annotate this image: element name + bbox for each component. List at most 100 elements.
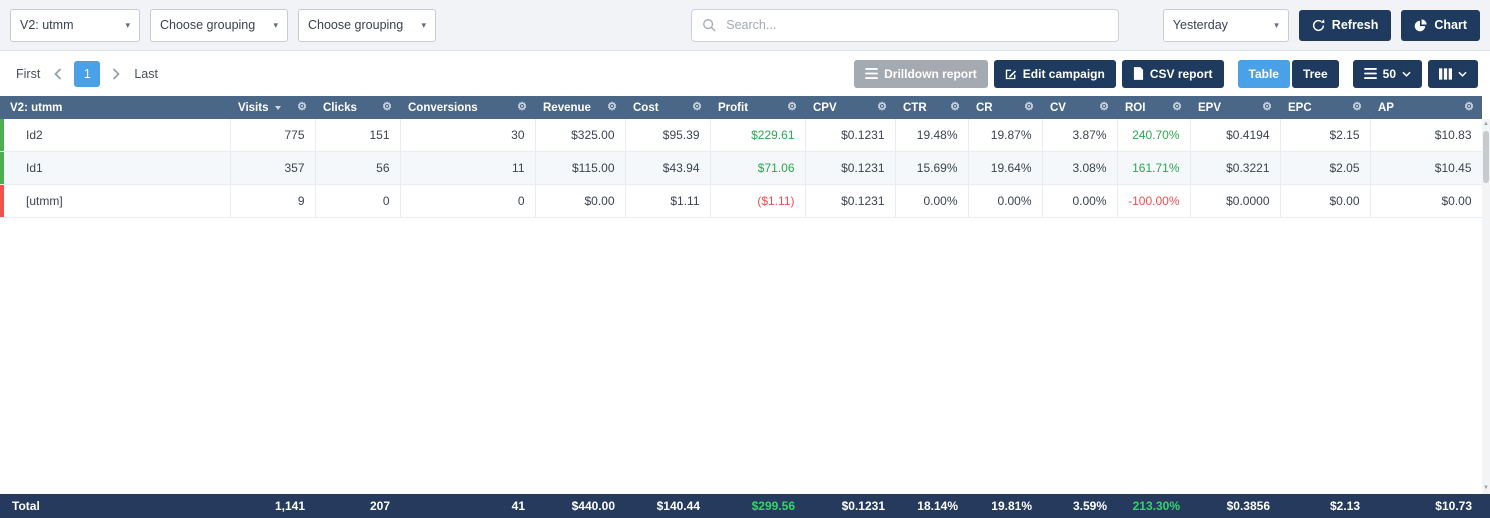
scroll-up-icon[interactable]: ▲ — [1483, 121, 1489, 127]
total-roi: 213.30% — [1132, 499, 1180, 513]
cell-clicks: 56 — [315, 151, 401, 185]
pagination-page-1[interactable]: 1 — [74, 60, 101, 87]
campaign-select[interactable]: V2: utmm ▾ — [10, 8, 140, 42]
cell-visits: 357 — [230, 151, 316, 185]
cell-clicks: 151 — [315, 119, 401, 152]
sort-desc-icon — [275, 105, 282, 110]
pagination-first[interactable]: First — [16, 66, 41, 81]
table-header-row: V2: utmm Visits ⚙ Clicks ⚙ Conversions ⚙ Re… — [0, 96, 1482, 119]
gear-icon[interactable]: ⚙ — [877, 101, 887, 113]
column-header-profit[interactable]: Profit ⚙ — [710, 96, 805, 119]
search-icon — [703, 19, 716, 32]
cell-name[interactable]: Id1 — [0, 151, 231, 185]
column-header-roi[interactable]: ROI ⚙ — [1117, 96, 1190, 119]
report-table-area: V2: utmm Visits ⚙ Clicks ⚙ Conversions ⚙ Re… — [0, 96, 1490, 494]
gear-icon[interactable]: ⚙ — [692, 101, 702, 113]
gear-icon[interactable]: ⚙ — [1352, 101, 1362, 113]
column-header-cr[interactable]: CR ⚙ — [968, 96, 1042, 119]
chevron-down-icon — [1458, 71, 1467, 77]
chevron-down-icon — [1402, 71, 1411, 77]
column-header-epc[interactable]: EPC ⚙ — [1280, 96, 1370, 119]
table-row[interactable]: Id1 357 56 11 $115.00 $43.94 $71.06 $0.1… — [0, 151, 1483, 185]
status-indicator — [0, 152, 4, 184]
total-table: Total 1,141 207 41 $440.00 $140.44 $299.… — [0, 494, 1482, 518]
date-range-select[interactable]: Yesterday ▾ — [1162, 8, 1289, 42]
column-header-cpv[interactable]: CPV ⚙ — [805, 96, 895, 119]
total-cv: 3.59% — [1072, 499, 1107, 513]
vertical-scrollbar[interactable]: ▲ ▼ — [1482, 119, 1490, 494]
cell-cv: 3.08% — [1042, 151, 1118, 185]
campaign-select-value: V2: utmm — [20, 18, 74, 32]
column-header-epv[interactable]: EPV ⚙ — [1190, 96, 1280, 119]
column-header-revenue[interactable]: Revenue ⚙ — [535, 96, 625, 119]
cell-revenue: $115.00 — [535, 151, 626, 185]
scrollbar-thumb[interactable] — [1483, 131, 1489, 183]
pagination-prev[interactable] — [50, 67, 66, 80]
column-header-clicks[interactable]: Clicks ⚙ — [315, 96, 400, 119]
tree-view-button[interactable]: Tree — [1291, 59, 1339, 88]
grouping-select-1-value: Choose grouping — [160, 18, 256, 32]
cell-cost: $95.39 — [625, 119, 711, 152]
refresh-button-label: Refresh — [1331, 18, 1379, 32]
cell-cpv: $0.1231 — [805, 151, 896, 185]
column-header-conversions[interactable]: Conversions ⚙ — [400, 96, 535, 119]
cell-cr: 19.64% — [968, 151, 1043, 185]
gear-icon[interactable]: ⚙ — [382, 101, 392, 113]
column-header-cv[interactable]: CV ⚙ — [1042, 96, 1117, 119]
table-row[interactable]: [utmm] 9 0 0 $0.00 $1.11 ($1.11) $0.1231… — [0, 184, 1483, 218]
grouping-select-1[interactable]: Choose grouping ▾ — [150, 8, 288, 42]
grouping-select-2[interactable]: Choose grouping ▾ — [298, 8, 436, 42]
hamburger-icon — [1363, 68, 1377, 79]
gear-icon[interactable]: ⚙ — [1172, 101, 1182, 113]
gear-icon[interactable]: ⚙ — [1464, 101, 1474, 113]
csv-report-button[interactable]: CSV report — [1121, 59, 1224, 88]
cell-profit: $229.61 — [710, 119, 806, 152]
total-conversions: 41 — [511, 499, 525, 513]
refresh-button[interactable]: Refresh — [1298, 9, 1392, 41]
pie-chart-icon — [1414, 18, 1428, 31]
total-profit: $299.56 — [751, 499, 795, 513]
search-box — [691, 8, 1120, 42]
cell-cv: 3.87% — [1042, 119, 1118, 152]
edit-campaign-button[interactable]: Edit campaign — [993, 59, 1116, 88]
pagination-next[interactable] — [108, 67, 124, 80]
column-header-name[interactable]: V2: utmm — [0, 96, 230, 119]
row-name-label: Id1 — [26, 161, 43, 175]
table-row[interactable]: Id2 775 151 30 $325.00 $95.39 $229.61 $0… — [0, 119, 1483, 152]
column-header-ap[interactable]: AP ⚙ — [1370, 96, 1482, 119]
total-row: Total 1,141 207 41 $440.00 $140.44 $299.… — [0, 494, 1482, 518]
column-header-visits[interactable]: Visits ⚙ — [230, 96, 315, 119]
edit-icon — [1005, 69, 1016, 79]
gear-icon[interactable]: ⚙ — [1262, 101, 1272, 113]
rows-per-page-button[interactable]: 50 — [1352, 59, 1422, 88]
cell-name[interactable]: [utmm] — [0, 184, 231, 218]
cell-epv: $0.4194 — [1190, 119, 1281, 152]
gear-icon[interactable]: ⚙ — [950, 101, 960, 113]
search-input[interactable] — [724, 17, 1109, 33]
date-range-value: Yesterday — [1172, 18, 1228, 32]
caret-down-icon: ▾ — [125, 19, 130, 30]
cell-name[interactable]: Id2 — [0, 119, 231, 152]
scroll-down-icon[interactable]: ▼ — [1483, 485, 1489, 491]
gear-icon[interactable]: ⚙ — [1099, 101, 1109, 113]
pagination-last[interactable]: Last — [134, 66, 158, 81]
gear-icon[interactable]: ⚙ — [517, 101, 527, 113]
table-view-button[interactable]: Table — [1237, 59, 1290, 88]
gear-icon[interactable]: ⚙ — [297, 101, 307, 113]
document-icon — [1133, 67, 1143, 80]
chart-button[interactable]: Chart — [1401, 9, 1480, 41]
table-view-label: Table — [1248, 66, 1279, 81]
drilldown-report-button[interactable]: Drilldown report — [854, 59, 988, 88]
drilldown-report-label: Drilldown report — [884, 66, 977, 81]
gear-icon[interactable]: ⚙ — [787, 101, 797, 113]
column-header-cost[interactable]: Cost ⚙ — [625, 96, 710, 119]
gear-icon[interactable]: ⚙ — [607, 101, 617, 113]
cell-cost: $1.11 — [625, 184, 711, 218]
cell-epc: $0.00 — [1280, 184, 1371, 218]
caret-down-icon: ▾ — [1274, 19, 1279, 30]
column-header-ctr[interactable]: CTR ⚙ — [895, 96, 968, 119]
gear-icon[interactable]: ⚙ — [1024, 101, 1034, 113]
cell-cpv: $0.1231 — [805, 119, 896, 152]
chevron-left-icon — [54, 67, 62, 80]
columns-button[interactable] — [1428, 59, 1478, 88]
